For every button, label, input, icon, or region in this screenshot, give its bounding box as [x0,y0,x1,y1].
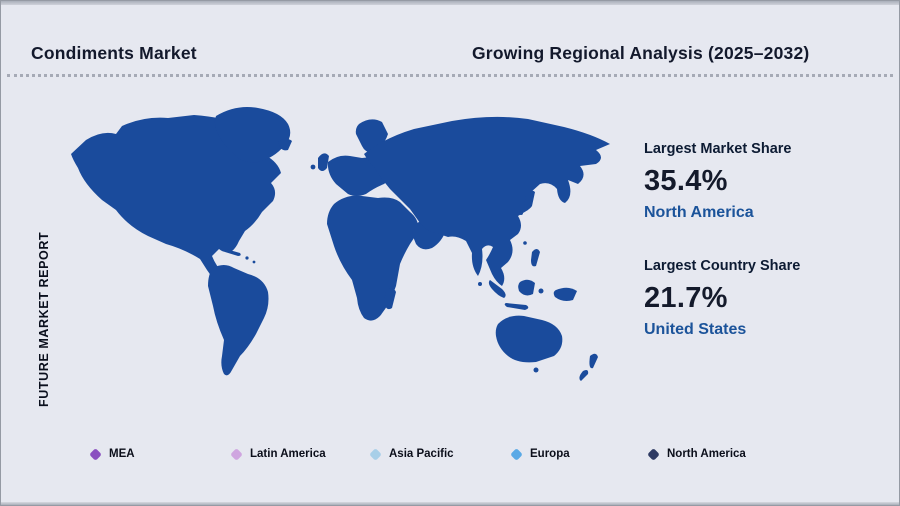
continent-australia [495,315,563,363]
stat-market-share-value: 35.4% [644,165,728,197]
island-japan-south [519,211,523,215]
island-philippines [531,249,540,267]
island-java [504,303,529,310]
report-subtitle: Growing Regional Analysis (2025–2032) [472,43,810,63]
legend-label-mea: MEA [109,448,135,460]
island-ireland [310,164,316,170]
window-top-edge [1,1,899,5]
legend-marker-north-america [647,447,660,461]
island-madagascar [384,288,396,310]
continent-south-america [208,265,269,376]
island-caribbean-1 [245,256,249,260]
legend-label-latin-america: Latin America [250,448,326,460]
island-sri-lanka [478,282,482,286]
legend-marker-asia-pacific [369,447,382,461]
legend-item-asia-pacific: Asia Pacific [369,447,454,461]
stat-country-share: Largest Country Share 21.7% United State… [644,258,894,339]
island-tasmania [533,367,539,373]
island-taiwan [523,241,527,245]
island-iceland [278,138,292,151]
island-sumatra [488,280,506,298]
stat-market-share: Largest Market Share 35.4% North America [644,141,894,222]
island-new-zealand-north [589,353,598,369]
continent-africa [327,195,419,321]
legend-marker-europa [510,447,523,461]
legend-marker-mea [89,447,102,461]
continent-asia [364,116,610,286]
stat-market-share-region: North America [644,204,754,221]
report-title: Condiments Market [31,43,197,63]
legend-item-mea: MEA [89,447,135,461]
legend-item-europa: Europa [510,447,570,461]
continent-north-america [71,115,281,284]
window-bottom-edge [1,502,899,505]
stats-panel: Largest Market Share 35.4% North America… [644,141,894,375]
header-divider-dotted [7,74,893,77]
stat-market-share-label: Largest Market Share [644,141,792,157]
legend-item-latin-america: Latin America [230,447,326,461]
island-borneo [518,279,535,296]
legend-item-north-america: North America [647,447,746,461]
world-map-landmasses [71,107,610,381]
world-map [71,107,610,381]
island-sulawesi [538,288,544,294]
island-japan [524,190,535,210]
island-great-britain [318,153,329,171]
legend-label-asia-pacific: Asia Pacific [389,448,454,460]
legend-marker-latin-america [230,447,243,461]
stat-country-share-value: 21.7% [644,282,728,314]
stat-country-share-region: United States [644,321,747,338]
island-new-guinea [553,287,577,301]
island-caribbean-2 [252,260,256,264]
island-greenland [214,107,291,163]
legend-label-north-america: North America [667,448,746,460]
stat-country-share-label: Largest Country Share [644,258,801,274]
legend-label-europa: Europa [530,448,570,460]
legend: MEA Latin America Asia Pacific Europa No… [1,447,899,472]
island-cuba [224,249,241,256]
island-new-zealand-south [579,370,589,381]
brand-vertical-label: FUTURE MARKET REPORT [37,231,51,407]
